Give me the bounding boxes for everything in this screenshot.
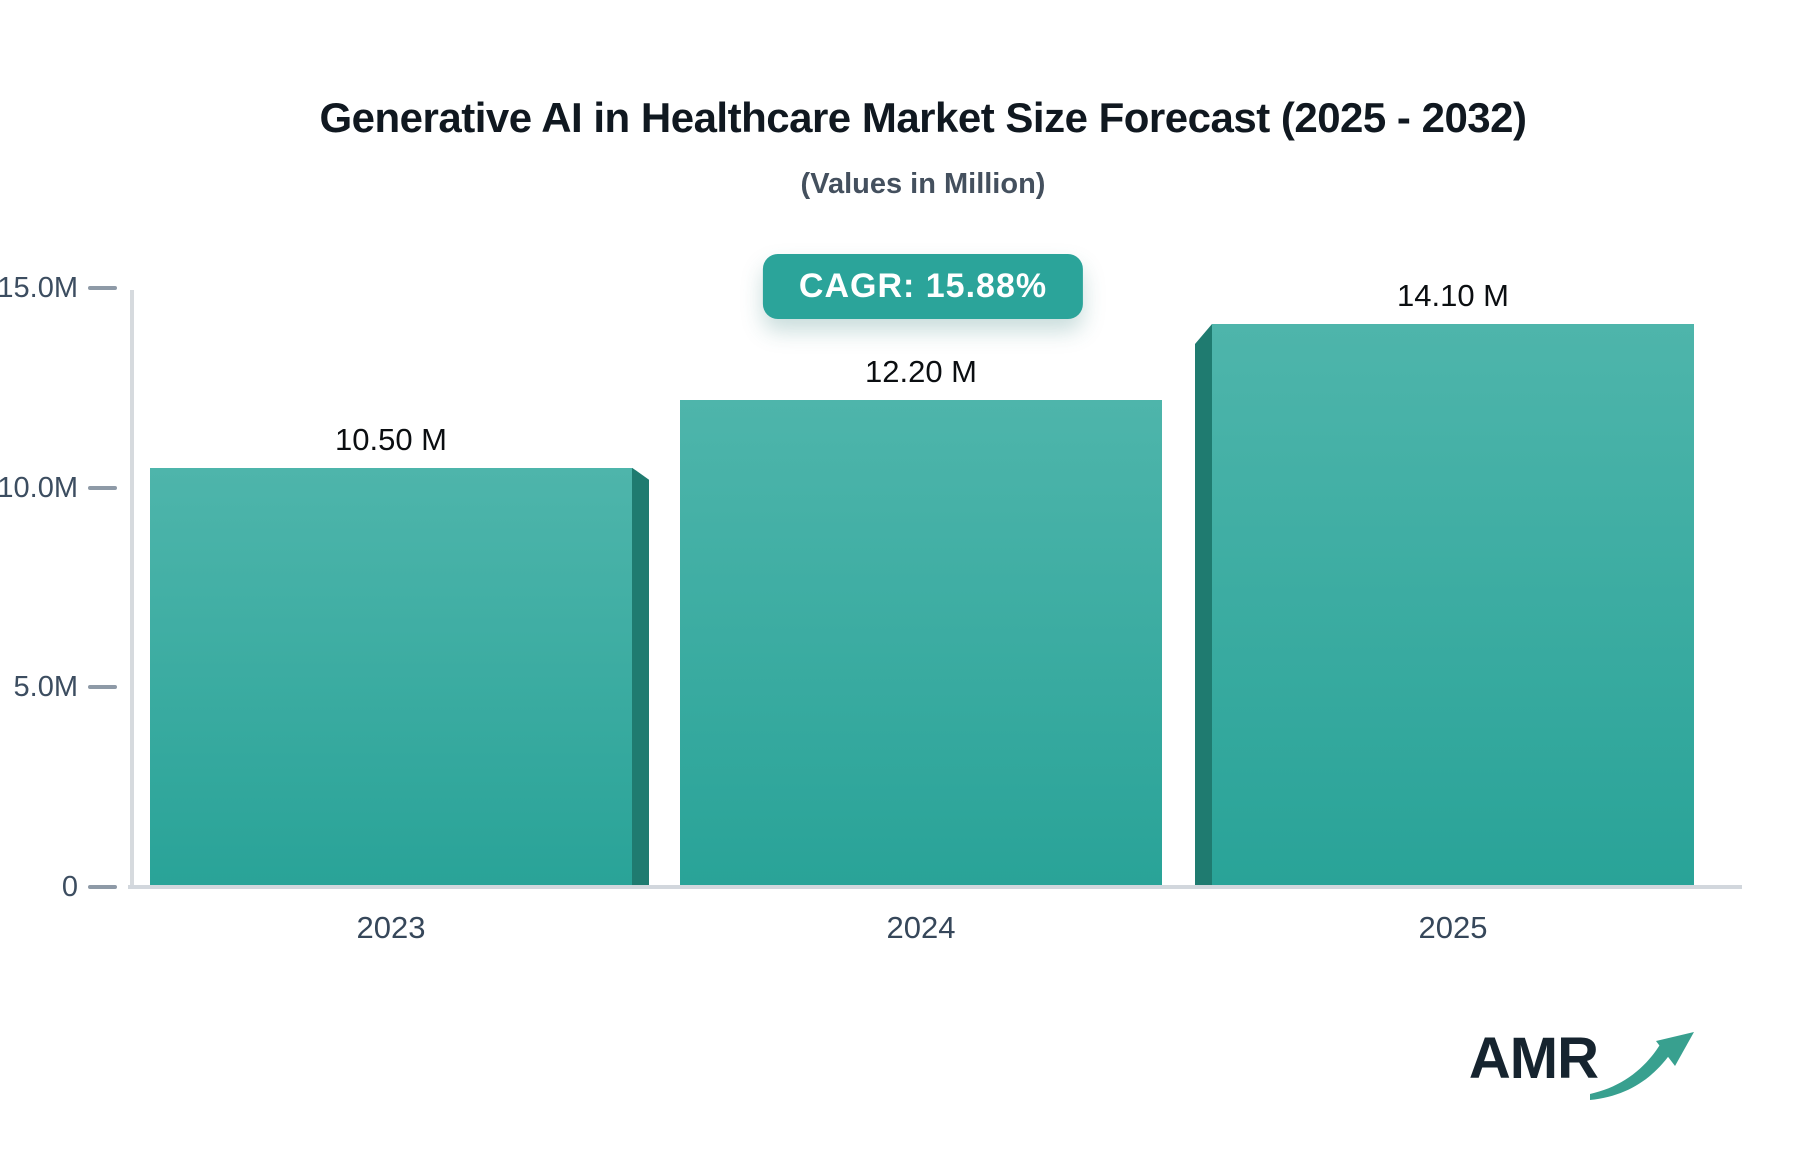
- amr-logo: AMR: [1469, 1028, 1700, 1108]
- bar-value-label: 12.20 M: [864, 353, 977, 389]
- chart-subtitle: (Values in Million): [800, 168, 1046, 200]
- y-tick-mark: [88, 885, 117, 889]
- x-axis-category-label: 2025: [1418, 910, 1488, 945]
- bar-2023-side-face: [632, 467, 649, 885]
- bar-2025-side-face: [1195, 323, 1212, 885]
- chart-title: Generative AI in Healthcare Market Size …: [319, 94, 1527, 141]
- cagr-badge-label: CAGR: 15.88%: [798, 267, 1048, 305]
- y-tick-label: 5.0M: [13, 671, 78, 704]
- bar-value-label: 10.50 M: [334, 421, 447, 457]
- bar-2023: [150, 467, 632, 885]
- x-axis-baseline: [128, 885, 1742, 889]
- x-axis-category-label: 2024: [886, 910, 956, 945]
- bar-2024: [680, 399, 1162, 885]
- cagr-badge: CAGR: 15.88%: [762, 254, 1084, 319]
- y-tick-mark: [88, 485, 117, 490]
- bar-2025: [1212, 323, 1694, 885]
- y-tick-label: 10.0M: [0, 471, 78, 504]
- x-axis-category-label: 2023: [356, 910, 426, 945]
- y-tick-label: 0: [61, 871, 78, 903]
- y-axis-line: [130, 290, 134, 889]
- trend-up-arrow-icon: [1590, 1032, 1694, 1100]
- bar-value-label: 14.10 M: [1396, 277, 1509, 313]
- y-tick-mark: [88, 685, 117, 690]
- amr-logo-text: AMR: [1468, 1026, 1599, 1091]
- y-tick-label: 15.0M: [0, 272, 78, 304]
- y-tick-mark: [88, 286, 117, 290]
